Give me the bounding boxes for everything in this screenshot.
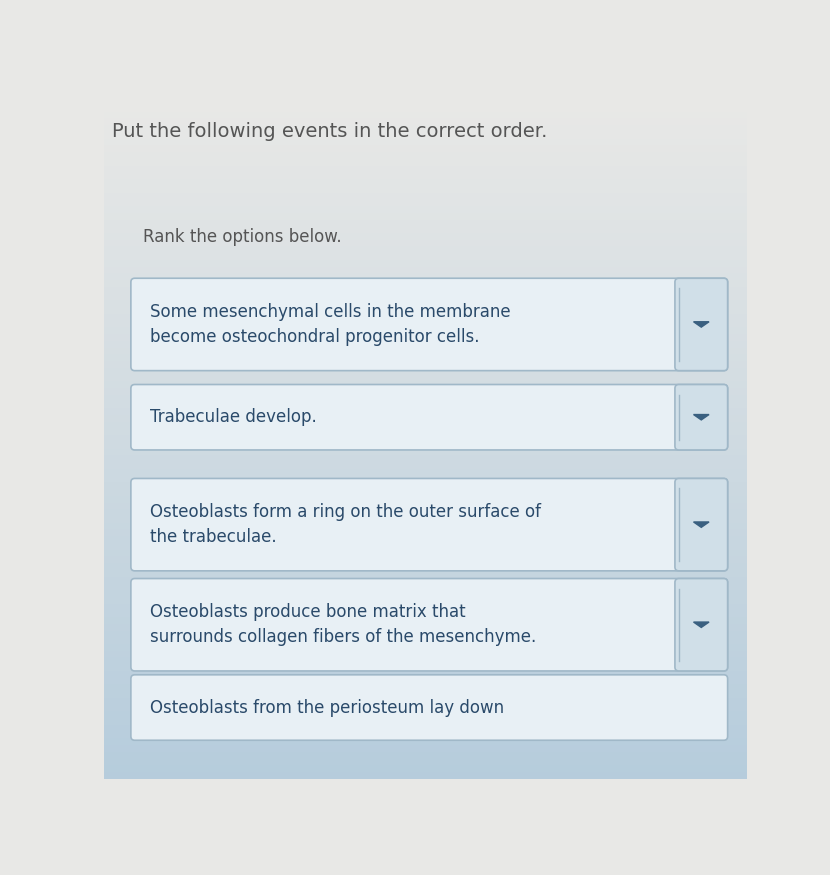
- Text: Osteoblasts from the periosteum lay down: Osteoblasts from the periosteum lay down: [150, 698, 505, 717]
- FancyBboxPatch shape: [675, 278, 728, 371]
- Polygon shape: [694, 415, 709, 420]
- Polygon shape: [694, 322, 709, 327]
- FancyBboxPatch shape: [131, 578, 728, 671]
- FancyBboxPatch shape: [131, 278, 728, 371]
- Text: Osteoblasts produce bone matrix that
surrounds collagen fibers of the mesenchyme: Osteoblasts produce bone matrix that sur…: [150, 603, 536, 647]
- Polygon shape: [694, 622, 709, 627]
- Text: Put the following events in the correct order.: Put the following events in the correct …: [111, 122, 547, 141]
- FancyBboxPatch shape: [131, 479, 728, 570]
- FancyBboxPatch shape: [675, 578, 728, 671]
- FancyBboxPatch shape: [675, 384, 728, 450]
- FancyBboxPatch shape: [131, 384, 728, 450]
- Text: Osteoblasts form a ring on the outer surface of
the trabeculae.: Osteoblasts form a ring on the outer sur…: [150, 503, 541, 546]
- Text: Some mesenchymal cells in the membrane
become osteochondral progenitor cells.: Some mesenchymal cells in the membrane b…: [150, 303, 511, 346]
- Polygon shape: [694, 522, 709, 528]
- Text: Rank the options below.: Rank the options below.: [143, 228, 341, 246]
- FancyBboxPatch shape: [675, 479, 728, 570]
- Text: Trabeculae develop.: Trabeculae develop.: [150, 409, 317, 426]
- FancyBboxPatch shape: [131, 675, 728, 740]
